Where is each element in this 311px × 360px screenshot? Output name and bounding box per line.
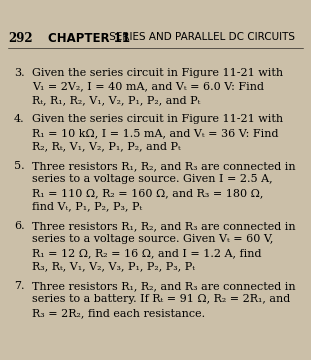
Text: 7.: 7. <box>14 281 25 291</box>
Text: 6.: 6. <box>14 221 25 231</box>
Text: R₁ = 12 Ω, R₂ = 16 Ω, and I = 1.2 A, find: R₁ = 12 Ω, R₂ = 16 Ω, and I = 1.2 A, fin… <box>32 248 262 258</box>
Text: series to a voltage source. Given Vₜ = 60 V,: series to a voltage source. Given Vₜ = 6… <box>32 234 273 244</box>
Text: series to a voltage source. Given I = 2.5 A,: series to a voltage source. Given I = 2.… <box>32 175 273 184</box>
Text: SERIES AND PARALLEL DC CIRCUITS: SERIES AND PARALLEL DC CIRCUITS <box>106 32 295 42</box>
Text: Given the series circuit in Figure 11-21 with: Given the series circuit in Figure 11-21… <box>32 68 283 78</box>
Text: 5.: 5. <box>14 161 25 171</box>
Text: Three resistors R₁, R₂, and R₃ are connected in: Three resistors R₁, R₂, and R₃ are conne… <box>32 161 296 171</box>
Text: 292: 292 <box>8 32 33 45</box>
Text: 3.: 3. <box>14 68 25 78</box>
Text: find Vₜ, P₁, P₂, P₃, Pₜ: find Vₜ, P₁, P₂, P₃, Pₜ <box>32 202 142 211</box>
Text: R₃, Rₜ, V₁, V₂, V₃, P₁, P₂, P₃, Pₜ: R₃, Rₜ, V₁, V₂, V₃, P₁, P₂, P₃, Pₜ <box>32 261 195 271</box>
Text: Three resistors R₁, R₂, and R₃ are connected in: Three resistors R₁, R₂, and R₃ are conne… <box>32 221 296 231</box>
Text: R₁ = 110 Ω, R₂ = 160 Ω, and R₃ = 180 Ω,: R₁ = 110 Ω, R₂ = 160 Ω, and R₃ = 180 Ω, <box>32 188 263 198</box>
Text: 4.: 4. <box>14 114 25 125</box>
Text: R₂, Rₜ, V₁, V₂, P₁, P₂, and Pₜ: R₂, Rₜ, V₁, V₂, P₁, P₂, and Pₜ <box>32 141 181 152</box>
Text: Rₜ, R₁, R₂, V₁, V₂, P₁, P₂, and Pₜ: Rₜ, R₁, R₂, V₁, V₂, P₁, P₂, and Pₜ <box>32 95 200 105</box>
Text: V₁ = 2V₂, I = 40 mA, and Vₜ = 6.0 V: Find: V₁ = 2V₂, I = 40 mA, and Vₜ = 6.0 V: Fin… <box>32 81 264 91</box>
Text: series to a battery. If Rₜ = 91 Ω, R₂ = 2R₁, and: series to a battery. If Rₜ = 91 Ω, R₂ = … <box>32 294 290 305</box>
Text: R₃ = 2R₂, find each resistance.: R₃ = 2R₂, find each resistance. <box>32 308 205 318</box>
Text: CHAPTER 11: CHAPTER 11 <box>48 32 130 45</box>
Text: Given the series circuit in Figure 11-21 with: Given the series circuit in Figure 11-21… <box>32 114 283 125</box>
Text: Three resistors R₁, R₂, and R₃ are connected in: Three resistors R₁, R₂, and R₃ are conne… <box>32 281 296 291</box>
Text: R₁ = 10 kΩ, I = 1.5 mA, and Vₜ = 36 V: Find: R₁ = 10 kΩ, I = 1.5 mA, and Vₜ = 36 V: F… <box>32 128 278 138</box>
